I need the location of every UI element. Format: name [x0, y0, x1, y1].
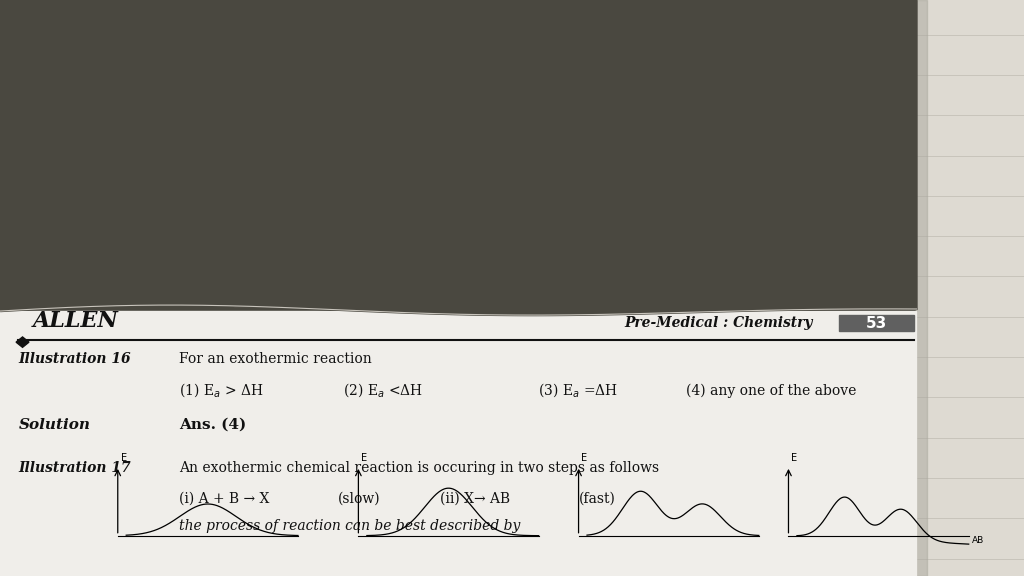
- Text: Solution: Solution: [18, 418, 90, 432]
- Bar: [20, 158, 87, 199]
- Text: Illustration 17: Illustration 17: [18, 461, 131, 475]
- Bar: [86, 16, 143, 62]
- Bar: [178, 195, 228, 232]
- Bar: [233, 158, 372, 197]
- Text: AB: AB: [972, 536, 984, 545]
- Bar: [544, 279, 590, 309]
- Bar: [66, 183, 309, 206]
- Bar: [0, 311, 916, 576]
- Text: 53: 53: [866, 316, 887, 331]
- Text: (4) any one of the above: (4) any one of the above: [686, 383, 856, 397]
- Bar: [621, 175, 863, 191]
- Bar: [153, 123, 343, 143]
- Bar: [0, 169, 159, 204]
- Bar: [839, 315, 914, 331]
- Bar: [84, 104, 242, 123]
- Text: ALLEN: ALLEN: [33, 310, 119, 332]
- Text: For an exothermic reaction: For an exothermic reaction: [179, 352, 372, 366]
- Bar: [846, 271, 929, 283]
- Bar: [905, 131, 1024, 166]
- Text: E: E: [121, 453, 127, 463]
- Bar: [393, 201, 523, 243]
- Bar: [183, 58, 355, 98]
- Bar: [230, 221, 472, 261]
- Bar: [0, 24, 117, 49]
- Bar: [201, 75, 308, 105]
- Text: (fast): (fast): [579, 491, 615, 505]
- Bar: [762, 198, 843, 211]
- Bar: [342, 271, 437, 291]
- Text: (1) E$_a$ > ΔH: (1) E$_a$ > ΔH: [179, 381, 263, 399]
- Bar: [46, 151, 159, 168]
- Text: the process of reaction can be best described by: the process of reaction can be best desc…: [179, 519, 520, 533]
- Bar: [0, 0, 916, 311]
- Bar: [292, 186, 369, 216]
- Bar: [242, 190, 291, 222]
- Text: (ii) X→ AB: (ii) X→ AB: [440, 491, 510, 505]
- Bar: [42, 161, 226, 196]
- Text: E: E: [582, 453, 588, 463]
- Bar: [871, 0, 1024, 11]
- Bar: [488, 131, 582, 146]
- Bar: [163, 66, 378, 90]
- Text: (i) A + B → X: (i) A + B → X: [179, 491, 269, 505]
- Text: Illustration 16: Illustration 16: [18, 352, 131, 366]
- Text: (2) E$_a$ <ΔH: (2) E$_a$ <ΔH: [343, 381, 423, 399]
- Text: E: E: [361, 453, 368, 463]
- Bar: [907, 198, 1024, 236]
- Bar: [53, 279, 231, 301]
- Text: Pre-Medical : Chemistry: Pre-Medical : Chemistry: [625, 316, 813, 330]
- Bar: [676, 98, 843, 143]
- Text: An exothermic chemical reaction is occuring in two steps as follows: An exothermic chemical reaction is occur…: [179, 461, 659, 475]
- Bar: [892, 35, 979, 52]
- Text: (slow): (slow): [338, 491, 381, 505]
- Text: E: E: [792, 453, 798, 463]
- Bar: [730, 139, 983, 165]
- Bar: [820, 193, 885, 212]
- Bar: [313, 0, 512, 16]
- Bar: [916, 0, 1024, 576]
- Bar: [812, 128, 879, 164]
- Bar: [234, 271, 318, 306]
- Polygon shape: [16, 337, 29, 347]
- Text: Ans. (4): Ans. (4): [179, 418, 247, 432]
- Text: (3) E$_a$ =ΔH: (3) E$_a$ =ΔH: [538, 381, 617, 399]
